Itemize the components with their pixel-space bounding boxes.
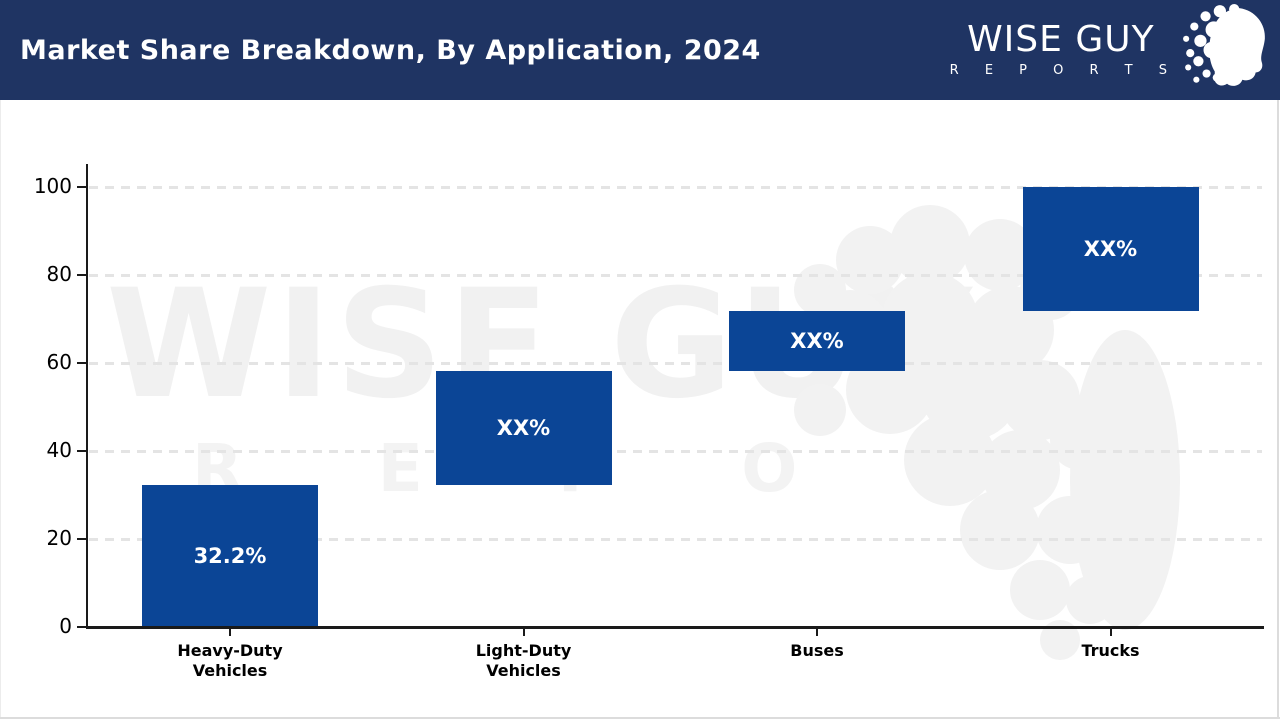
gridline (89, 274, 1262, 277)
y-tick-label: 100 (33, 174, 72, 198)
x-tick-label: Buses (697, 641, 937, 661)
y-tick (77, 538, 87, 540)
y-tick (77, 450, 87, 452)
wise-guy-logo: WISE GUY R E P O R T S (944, 0, 1280, 100)
chart-area: WISE GUY R E P O R T S 020406080100Heavy… (0, 100, 1280, 720)
y-tick-label: 0 (59, 614, 72, 638)
figure-border-left (0, 100, 1, 719)
y-tick-label: 60 (46, 350, 72, 374)
figure-border-right (1277, 100, 1279, 719)
x-tick (816, 627, 818, 636)
wiseguy-head-icon (1180, 4, 1272, 96)
bar-value-label: XX% (790, 328, 844, 353)
logo-reports-text: R E P O R T S (949, 63, 1178, 78)
bar-value-label: XX% (496, 416, 551, 441)
x-tick-label-line: Heavy-Duty (177, 641, 283, 660)
bar-value-label: 32.2% (193, 544, 267, 569)
x-tick-label-line: Vehicles (192, 661, 268, 680)
x-tick-label: Trucks (991, 641, 1231, 661)
x-tick-label-line: Light-Duty (475, 641, 572, 660)
bar-value-label: XX% (1083, 237, 1138, 262)
y-tick (77, 362, 87, 364)
x-tick-label-line: Vehicles (486, 661, 561, 680)
bar-light-duty-vehicles: XX% (435, 370, 612, 486)
gridline (89, 362, 1262, 365)
x-tick-label-line: Buses (790, 641, 844, 660)
logo-wordmark: WISE GUY R E P O R T S (944, 19, 1178, 79)
x-tick (522, 627, 525, 636)
x-tick-label: Light-Duty Vehicles (404, 641, 644, 681)
y-axis-line (86, 164, 88, 629)
x-tick-label-line: Trucks (1081, 641, 1140, 660)
y-tick-label: 80 (46, 262, 72, 286)
gridline (89, 538, 1262, 541)
x-axis-line (86, 626, 1264, 629)
watermark-head-icon (700, 200, 1180, 674)
x-tick (229, 627, 231, 636)
figure-border-bottom (0, 717, 1280, 719)
header-bar: Market Share Breakdown, By Application, … (0, 0, 1280, 100)
y-tick (77, 626, 87, 628)
gridline (89, 186, 1262, 189)
bar-buses: XX% (729, 311, 905, 371)
chart-title: Market Share Breakdown, By Application, … (20, 34, 761, 66)
x-tick (1109, 627, 1112, 636)
y-tick (77, 274, 87, 276)
x-tick-label: Heavy-Duty Vehicles (110, 641, 350, 681)
bar-trucks: XX% (1022, 187, 1199, 312)
y-tick-label: 20 (46, 526, 72, 550)
logo-word-text: WISE GUY (967, 19, 1155, 60)
gridline (89, 450, 1262, 453)
bar-heavy-duty-vehicles: 32.2% (142, 485, 318, 627)
y-tick (77, 186, 87, 188)
y-tick-label: 40 (46, 438, 72, 462)
